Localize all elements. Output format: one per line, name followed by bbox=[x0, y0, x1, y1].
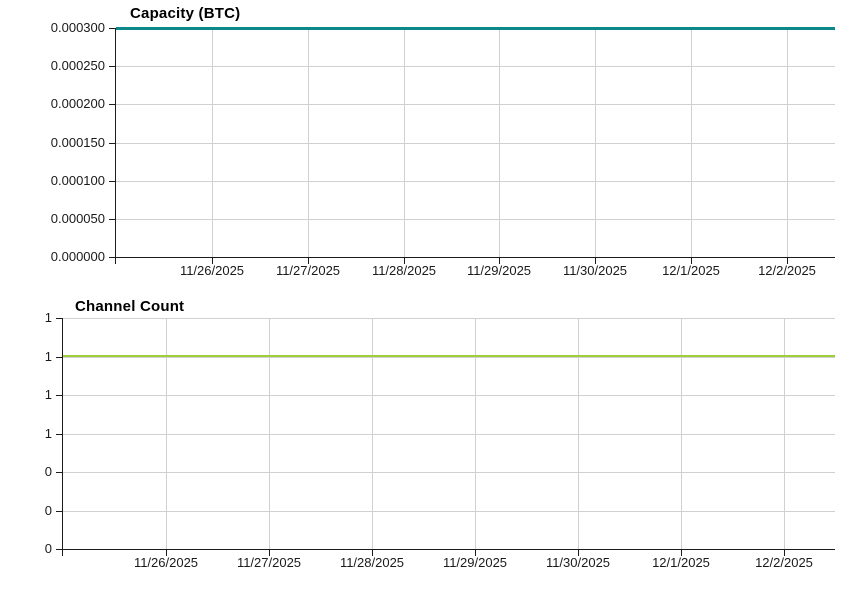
y-axis-tick bbox=[56, 357, 62, 358]
v-gridline bbox=[269, 318, 270, 549]
x-axis-label: 12/2/2025 bbox=[758, 263, 816, 278]
y-axis-tick bbox=[56, 549, 62, 550]
y-axis-label: 0.000000 bbox=[50, 249, 105, 264]
y-axis-tick bbox=[109, 28, 115, 29]
v-gridline bbox=[578, 318, 579, 549]
x-axis-label: 12/1/2025 bbox=[662, 263, 720, 278]
x-axis-tick bbox=[308, 258, 309, 264]
x-axis-label: 11/27/2025 bbox=[275, 263, 341, 278]
y-axis-label: 0.000150 bbox=[50, 135, 105, 150]
y-axis-tick bbox=[56, 318, 62, 319]
y-axis-label: 1 bbox=[44, 349, 52, 364]
x-axis-tick bbox=[269, 550, 270, 556]
y-axis-label: 0 bbox=[44, 503, 52, 518]
x-axis-tick bbox=[784, 550, 785, 556]
h-gridline bbox=[63, 434, 835, 435]
y-axis-label: 0.000300 bbox=[50, 20, 105, 35]
v-gridline bbox=[308, 28, 309, 257]
chart-title: Capacity (BTC) bbox=[130, 5, 241, 22]
y-axis-tick bbox=[109, 104, 115, 105]
x-axis-tick bbox=[681, 550, 682, 556]
h-gridline bbox=[116, 181, 835, 182]
x-axis-tick bbox=[475, 550, 476, 556]
v-gridline bbox=[475, 318, 476, 549]
capacity-chart: Capacity (BTC) 0.000300 0.000250 0.000200 0… bbox=[0, 0, 860, 292]
x-axis-tick bbox=[166, 550, 167, 556]
y-axis-tick bbox=[56, 395, 62, 396]
capacity-btc--series-line bbox=[116, 27, 835, 30]
x-axis-tick bbox=[404, 258, 405, 264]
x-axis-tick bbox=[691, 258, 692, 264]
x-axis-label: 11/27/2025 bbox=[236, 555, 302, 570]
h-gridline bbox=[116, 219, 835, 220]
x-axis-tick bbox=[595, 258, 596, 264]
x-axis-label: 12/1/2025 bbox=[652, 555, 710, 570]
x-axis-label: 11/26/2025 bbox=[179, 263, 245, 278]
x-axis-label: 11/30/2025 bbox=[562, 263, 628, 278]
y-axis-label: 0.000050 bbox=[50, 211, 105, 226]
x-axis-label: 11/28/2025 bbox=[339, 555, 405, 570]
h-gridline bbox=[63, 318, 835, 319]
h-gridline bbox=[116, 104, 835, 105]
h-gridline bbox=[116, 66, 835, 67]
x-axis-tick bbox=[499, 258, 500, 264]
y-axis-tick bbox=[109, 257, 115, 258]
channel-count-series-line bbox=[63, 355, 835, 357]
y-axis-tick bbox=[109, 143, 115, 144]
y-axis-label: 1 bbox=[44, 426, 52, 441]
x-axis-tick bbox=[372, 550, 373, 556]
y-axis-label: 0.000250 bbox=[50, 58, 105, 73]
v-gridline bbox=[404, 28, 405, 257]
x-axis-label: 11/30/2025 bbox=[545, 555, 611, 570]
v-gridline bbox=[784, 318, 785, 549]
h-gridline bbox=[63, 472, 835, 473]
x-axis-label: 11/28/2025 bbox=[371, 263, 437, 278]
y-axis-label: 0.000200 bbox=[50, 96, 105, 111]
y-axis-label: 0.000100 bbox=[50, 173, 105, 188]
y-axis-label: 1 bbox=[44, 387, 52, 402]
v-gridline bbox=[166, 318, 167, 549]
plot-area: 1 1 1 1 0 0 0 11/26/2025 11/27/2025 11/28/2025 11/… bbox=[45, 310, 835, 570]
v-gridline bbox=[499, 28, 500, 257]
y-axis-tick bbox=[109, 219, 115, 220]
x-axis-tick bbox=[787, 258, 788, 264]
y-axis-tick bbox=[56, 434, 62, 435]
chart-title: Channel Count bbox=[75, 298, 185, 315]
x-axis-corner-tick bbox=[115, 258, 116, 264]
v-gridline bbox=[595, 28, 596, 257]
v-gridline bbox=[681, 318, 682, 549]
h-gridline bbox=[63, 395, 835, 396]
plot-area: 0.000300 0.000250 0.000200 0.000150 0.000100… bbox=[51, 20, 835, 278]
y-axis-tick bbox=[109, 66, 115, 67]
x-axis-label: 11/29/2025 bbox=[442, 555, 508, 570]
x-axis-tick bbox=[212, 258, 213, 264]
channel-count-chart: Channel Count 1 1 1 1 0 0 0 11/26/2025 11/27/202… bbox=[0, 292, 860, 600]
y-axis-label: 1 bbox=[44, 310, 52, 325]
x-axis-corner-tick bbox=[62, 550, 63, 556]
y-axis-label: 0 bbox=[44, 464, 52, 479]
y-axis-tick bbox=[56, 472, 62, 473]
x-axis-tick bbox=[578, 550, 579, 556]
x-axis-label: 11/29/2025 bbox=[466, 263, 532, 278]
y-axis-tick bbox=[56, 511, 62, 512]
h-gridline bbox=[63, 357, 835, 358]
v-gridline bbox=[691, 28, 692, 257]
h-gridline bbox=[63, 511, 835, 512]
v-gridline bbox=[787, 28, 788, 257]
v-gridline bbox=[212, 28, 213, 257]
x-axis-label: 12/2/2025 bbox=[755, 555, 813, 570]
y-axis-label: 0 bbox=[44, 541, 52, 556]
y-axis-tick bbox=[109, 181, 115, 182]
v-gridline bbox=[372, 318, 373, 549]
h-gridline bbox=[116, 143, 835, 144]
x-axis-label: 11/26/2025 bbox=[133, 555, 199, 570]
